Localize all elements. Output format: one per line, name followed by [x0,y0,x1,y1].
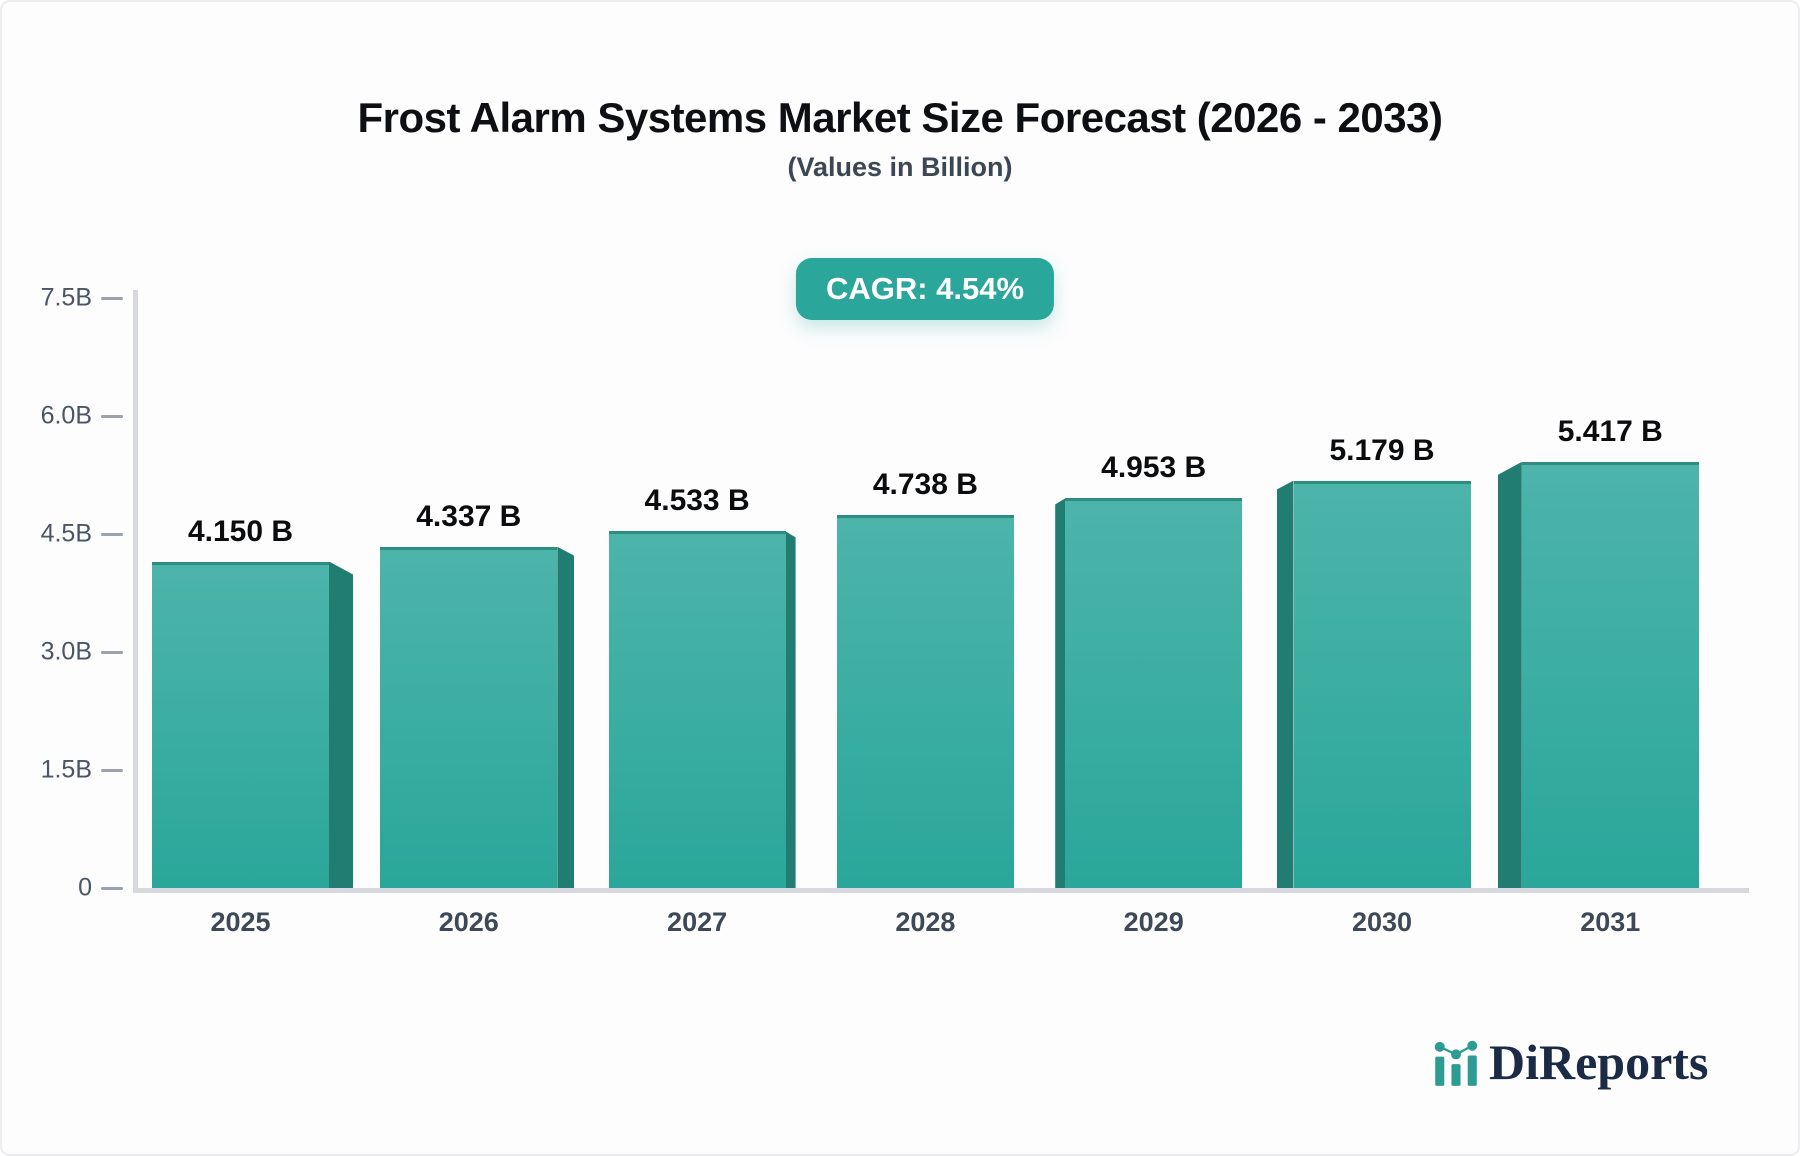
bar-2029 [1065,498,1243,888]
y-tick-label: 4.5B [40,519,92,548]
x-tick-label-2027: 2027 [667,907,728,937]
y-tick-dash [101,414,123,418]
y-tick-label: 3.0B [40,637,92,666]
x-tick-label-2026: 2026 [438,907,499,937]
x-tick-label-2031: 2031 [1580,907,1641,937]
x-tick-label-2028: 2028 [895,907,956,937]
bar-value-label-2026: 4.337 B [416,499,522,533]
bar-2026 [380,546,558,888]
bar-side-2026 [557,546,575,888]
y-tick-label: 6.0B [40,401,92,430]
x-tick-label-2029: 2029 [1123,907,1184,937]
bar-value-label-2028: 4.738 B [872,468,978,502]
x-tick-label-2025: 2025 [210,907,271,937]
y-tick-dash [101,650,123,654]
bar-value-label-2025: 4.150 B [187,514,294,548]
y-tick-label: 0 [78,873,92,902]
bar-value-label-2031: 5.417 B [1557,414,1663,448]
bar-2031 [1521,461,1699,888]
logo-text: DiReports [1489,1034,1709,1090]
bar-2030 [1293,480,1471,888]
bar-side-2031 [1497,461,1522,888]
y-tick-dash [101,768,123,772]
y-tick-dash [101,532,123,536]
y-tick-label: 7.5B [40,283,92,312]
bar-2027 [608,531,786,888]
y-tick-dash [101,886,123,890]
bar-side-2030 [1276,480,1294,888]
bar-side-2027 [785,531,796,888]
x-tick-label-2030: 2030 [1351,907,1413,937]
x-axis-line [133,888,1749,893]
chart-subtitle: (Values in Billion) [787,152,1013,182]
bar-side-2025 [329,561,353,888]
logo: DiReports [1430,1035,1708,1089]
bar-value-label-2029: 4.953 B [1101,451,1207,485]
bar-chart-trend-icon [1434,1040,1478,1086]
bar-side-2029 [1055,498,1066,888]
bar-2028 [836,515,1014,888]
y-axis-line [133,290,138,893]
bar-value-label-2030: 5.179 B [1329,433,1435,467]
cagr-badge: CAGR: 4.54% [795,258,1055,320]
y-tick-dash [101,296,123,300]
y-tick-label: 1.5B [40,755,92,784]
bar-2025 [152,561,329,888]
bar-value-label-2027: 4.533 B [644,484,750,518]
chart-title: Frost Alarm Systems Market Size Forecast… [357,94,1443,141]
